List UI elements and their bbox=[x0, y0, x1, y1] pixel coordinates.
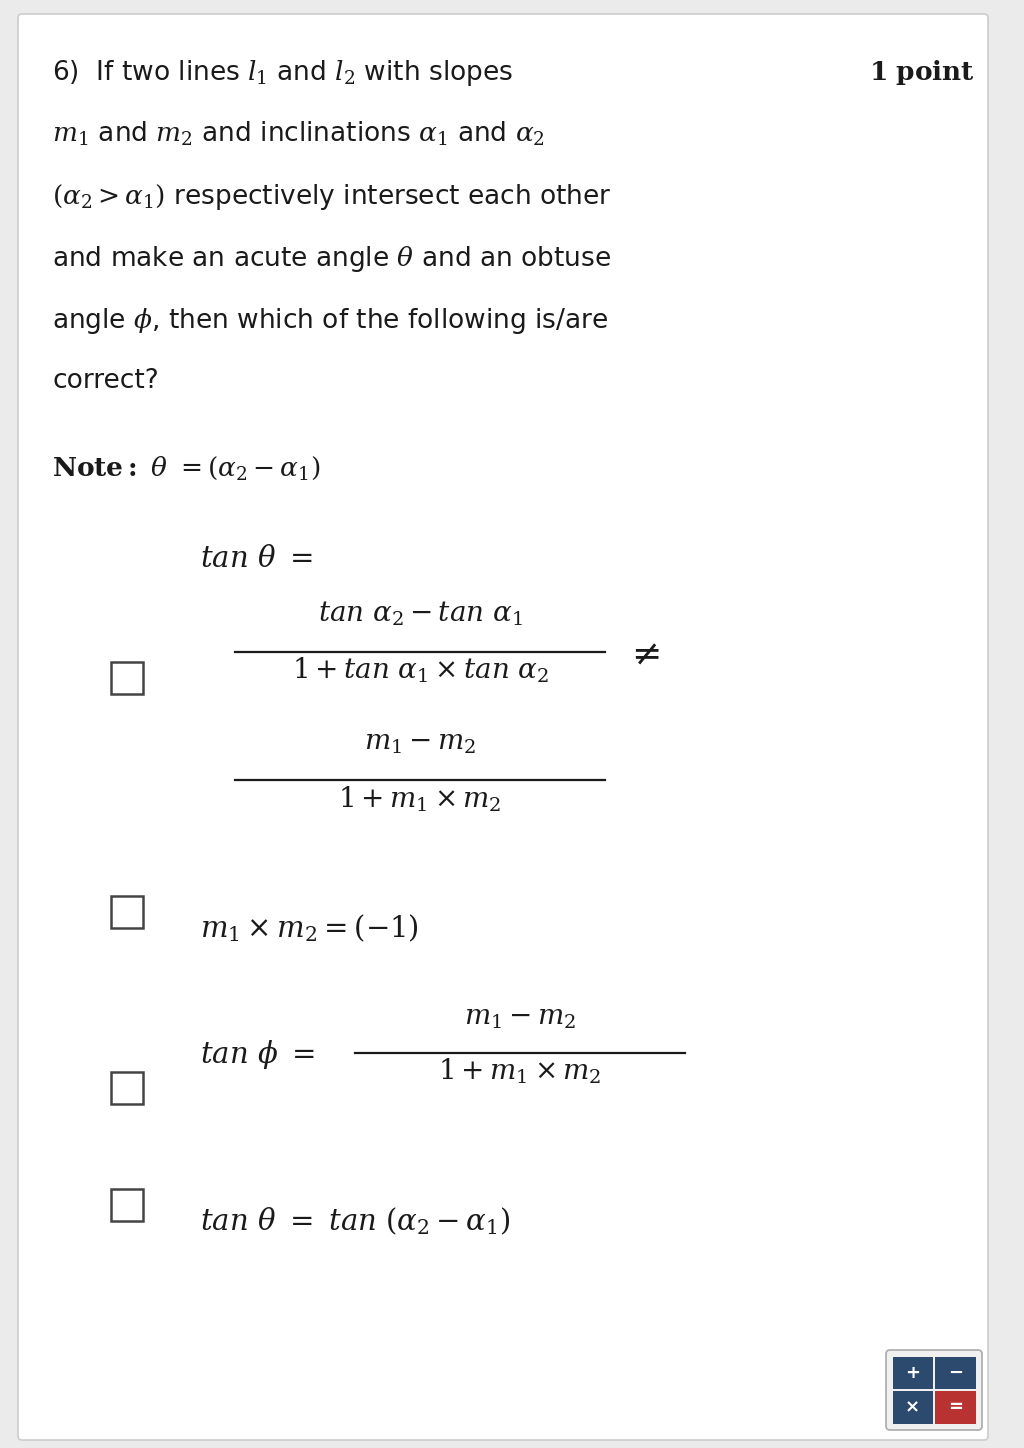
Text: $1 + m_1 \times m_2$: $1 + m_1 \times m_2$ bbox=[338, 783, 502, 814]
Text: angle $\phi$, then which of the following is/are: angle $\phi$, then which of the followin… bbox=[52, 306, 608, 336]
Text: $m_1 \times m_2 = (-1)$: $m_1 \times m_2 = (-1)$ bbox=[200, 912, 419, 944]
FancyBboxPatch shape bbox=[111, 1189, 143, 1221]
Text: +: + bbox=[905, 1364, 921, 1381]
Text: $1 + tan\ \alpha_1 \times tan\ \alpha_2$: $1 + tan\ \alpha_1 \times tan\ \alpha_2$ bbox=[292, 656, 549, 685]
FancyBboxPatch shape bbox=[935, 1357, 976, 1389]
Text: ×: × bbox=[905, 1399, 921, 1416]
Text: $tan\ \phi\ =$: $tan\ \phi\ =$ bbox=[200, 1038, 315, 1072]
Text: $m_1 - m_2$: $m_1 - m_2$ bbox=[364, 728, 476, 756]
Text: $1 + m_1 \times m_2$: $1 + m_1 \times m_2$ bbox=[438, 1056, 602, 1086]
Text: $tan\ \theta\ =$: $tan\ \theta\ =$ bbox=[200, 544, 312, 573]
Text: $\bf{Note:}$ $\theta\ =(\alpha_2 - \alpha_1)$: $\bf{Note:}$ $\theta\ =(\alpha_2 - \alph… bbox=[52, 455, 321, 482]
FancyBboxPatch shape bbox=[111, 1072, 143, 1103]
FancyBboxPatch shape bbox=[893, 1357, 933, 1389]
FancyBboxPatch shape bbox=[886, 1350, 982, 1431]
Text: correct?: correct? bbox=[52, 368, 159, 394]
FancyBboxPatch shape bbox=[935, 1392, 976, 1423]
FancyBboxPatch shape bbox=[18, 14, 988, 1439]
Text: =: = bbox=[948, 1399, 963, 1416]
Text: $(\alpha_2 > \alpha_1)$ respectively intersect each other: $(\alpha_2 > \alpha_1)$ respectively int… bbox=[52, 182, 611, 211]
Text: $tan\ \theta\ =\ tan\ (\alpha_2 - \alpha_1)$: $tan\ \theta\ =\ tan\ (\alpha_2 - \alpha… bbox=[200, 1205, 510, 1237]
Text: $tan\ \alpha_2 - tan\ \alpha_1$: $tan\ \alpha_2 - tan\ \alpha_1$ bbox=[317, 599, 522, 628]
FancyBboxPatch shape bbox=[893, 1392, 933, 1423]
FancyBboxPatch shape bbox=[111, 896, 143, 928]
Text: $m_1$ and $m_2$ and inclinations $\alpha_1$ and $\alpha_2$: $m_1$ and $m_2$ and inclinations $\alpha… bbox=[52, 120, 545, 148]
Text: $\neq$: $\neq$ bbox=[625, 639, 660, 672]
Text: 6)  If two lines $l_1$ and $l_2$ with slopes: 6) If two lines $l_1$ and $l_2$ with slo… bbox=[52, 58, 513, 88]
Text: −: − bbox=[948, 1364, 963, 1381]
Text: and make an acute angle $\theta$ and an obtuse: and make an acute angle $\theta$ and an … bbox=[52, 245, 611, 274]
Text: $\mathbf{1\ point}$: $\mathbf{1\ point}$ bbox=[869, 58, 975, 87]
Text: $m_1 - m_2$: $m_1 - m_2$ bbox=[464, 1003, 577, 1031]
FancyBboxPatch shape bbox=[111, 662, 143, 694]
